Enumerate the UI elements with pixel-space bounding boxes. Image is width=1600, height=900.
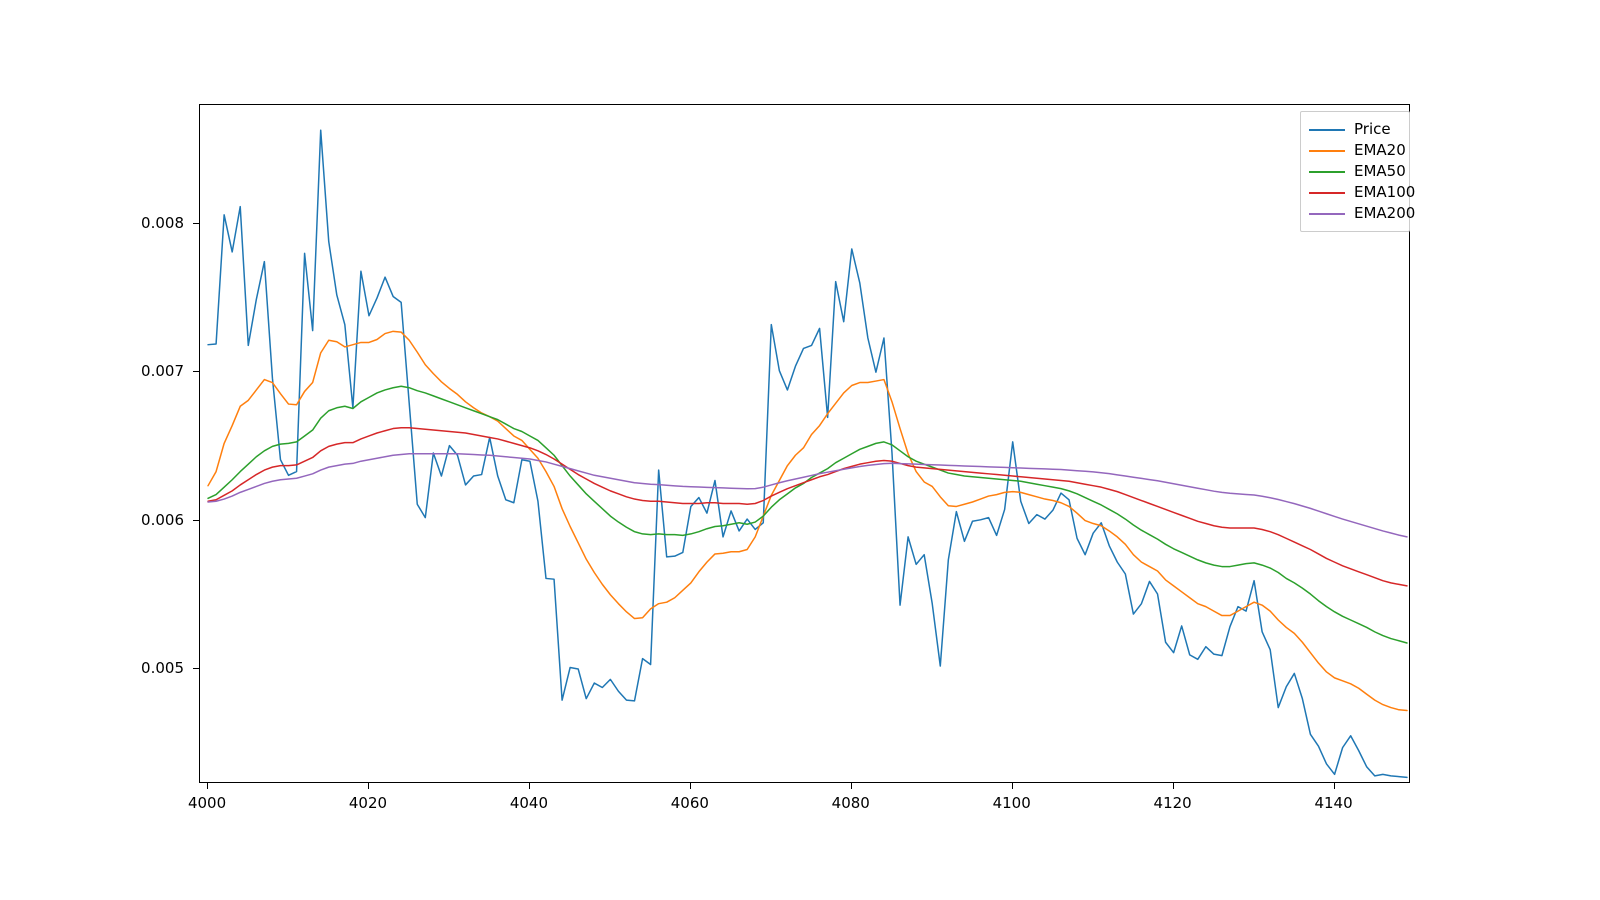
series-line-ema200 [207, 453, 1408, 538]
plot-area [199, 104, 1410, 783]
series-line-ema50 [207, 385, 1408, 644]
x-tick-mark [850, 783, 852, 789]
series-line-ema100 [207, 427, 1408, 587]
x-tick-mark [689, 783, 691, 789]
y-tick-label: 0.005 [141, 658, 184, 677]
x-tick-label: 4100 [992, 794, 1031, 812]
series-line-ema20 [207, 330, 1408, 712]
legend-item-ema20[interactable]: EMA20 [1309, 140, 1406, 161]
legend-item-ema200[interactable]: EMA200 [1309, 203, 1415, 224]
y-tick-mark [193, 519, 199, 521]
x-tick-label: 4080 [831, 794, 870, 812]
y-tick-label: 0.006 [141, 510, 184, 529]
legend-label: EMA200 [1354, 204, 1416, 222]
y-tick-mark [193, 222, 199, 224]
legend-label: EMA100 [1354, 183, 1416, 201]
legend-swatch-ema50 [1309, 170, 1345, 173]
legend-swatch-ema200 [1309, 212, 1345, 215]
legend-item-ema100[interactable]: EMA100 [1309, 182, 1415, 203]
x-tick-mark [1172, 783, 1174, 789]
y-tick-label: 0.007 [141, 362, 184, 381]
x-tick-label: 4020 [348, 794, 388, 812]
x-tick-mark [207, 783, 209, 789]
x-tick-mark [528, 783, 530, 789]
legend-item-ema50[interactable]: EMA50 [1309, 161, 1406, 182]
legend-label: EMA20 [1354, 141, 1406, 159]
legend-swatch-price [1309, 128, 1345, 131]
x-tick-label: 4040 [509, 794, 548, 812]
legend-swatch-ema100 [1309, 191, 1345, 194]
y-tick-label: 0.008 [141, 213, 184, 232]
x-tick-label: 4140 [1314, 794, 1353, 812]
x-tick-mark [1333, 783, 1335, 789]
x-tick-label: 4000 [187, 794, 227, 812]
series-canvas [207, 129, 1408, 779]
x-tick-mark [367, 783, 370, 789]
legend-label: EMA50 [1354, 162, 1406, 180]
legend-label: Price [1354, 120, 1391, 138]
x-tick-mark [1011, 783, 1013, 789]
legend-item-price[interactable]: Price [1309, 119, 1400, 140]
series-line-price [207, 129, 1408, 779]
y-tick-mark [193, 667, 199, 670]
legend[interactable]: Price EMA20 EMA50 EMA100 EMA200 [1300, 111, 1415, 232]
x-tick-label: 4060 [670, 794, 709, 812]
x-tick-label: 4120 [1153, 794, 1192, 812]
y-tick-mark [193, 371, 199, 373]
legend-swatch-ema20 [1309, 149, 1345, 152]
